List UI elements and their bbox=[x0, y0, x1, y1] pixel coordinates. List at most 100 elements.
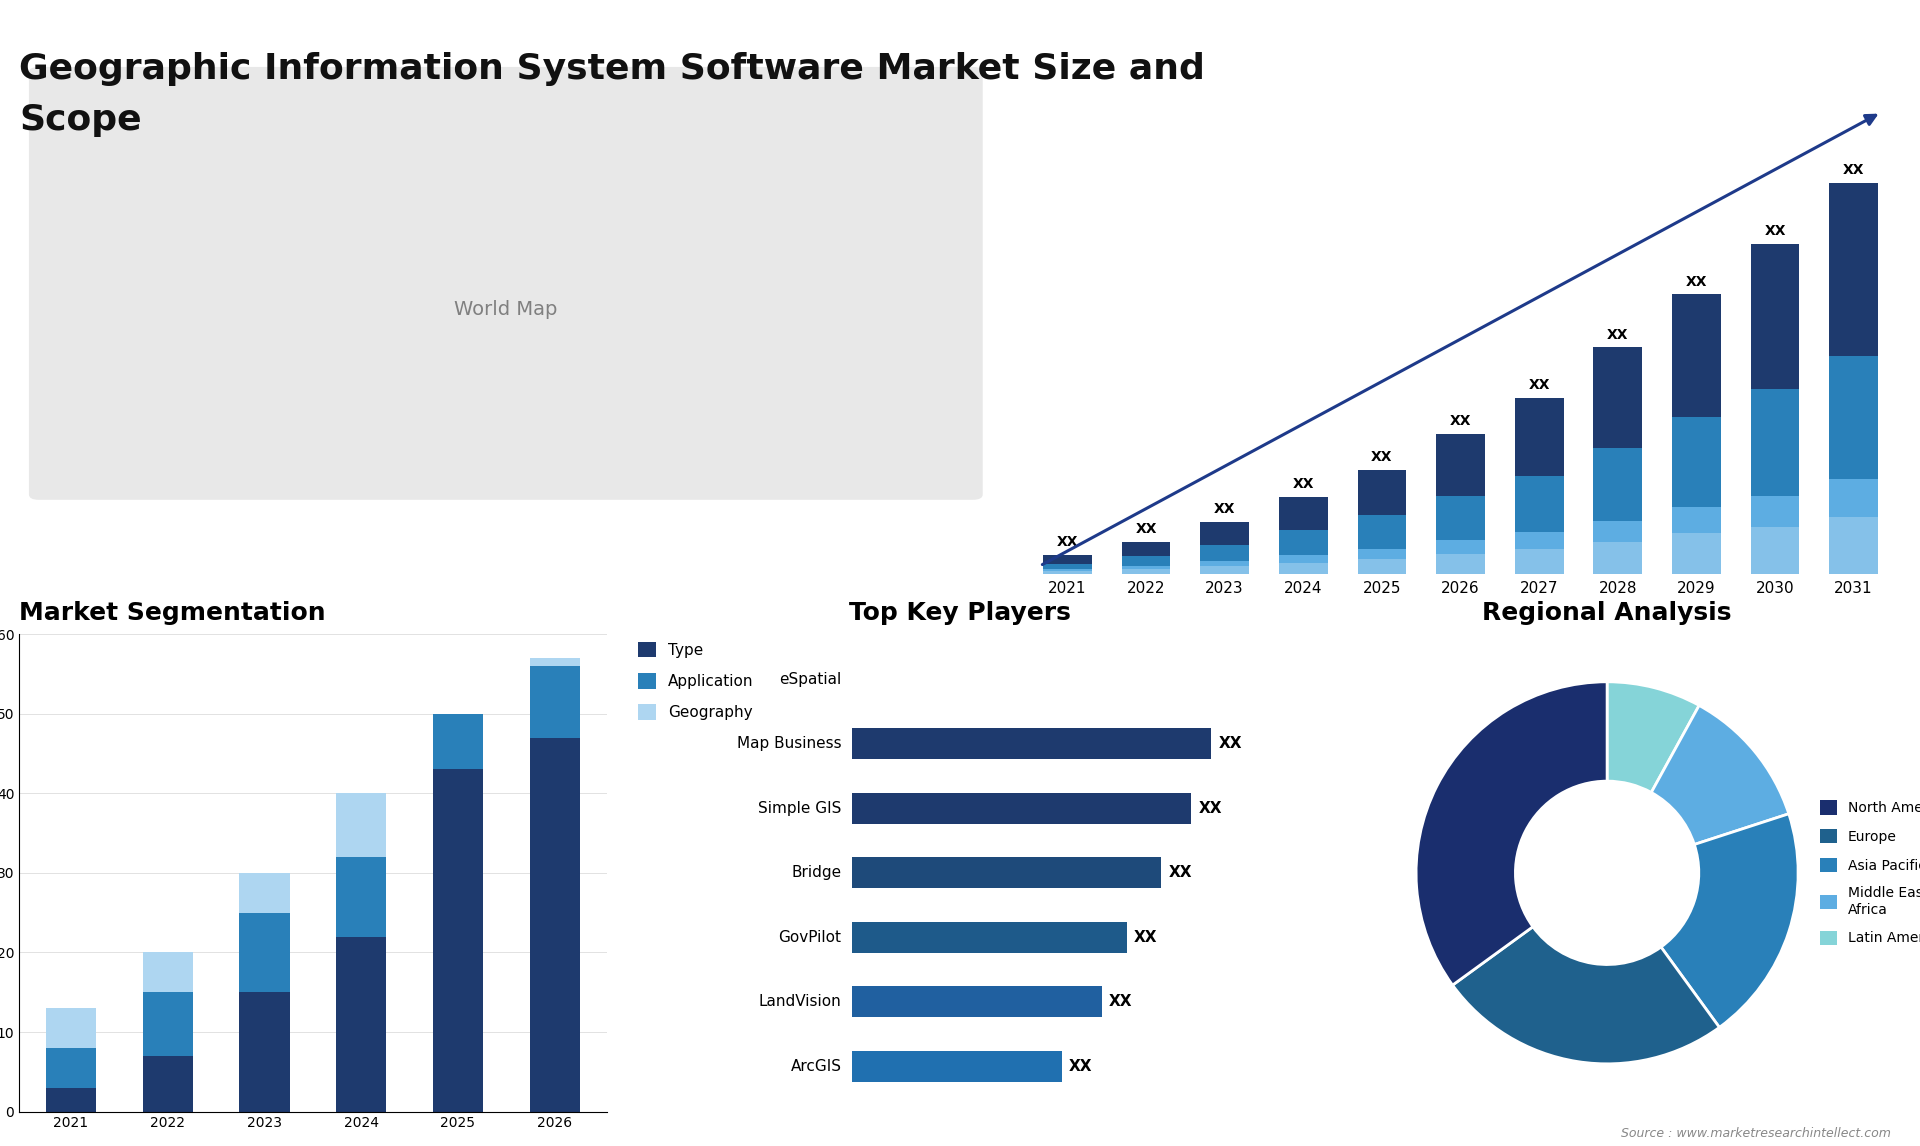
Text: XX: XX bbox=[1843, 163, 1864, 176]
Bar bbox=[1436, 540, 1484, 554]
Bar bbox=[1751, 244, 1799, 390]
Text: XX: XX bbox=[1213, 502, 1235, 517]
Bar bbox=[852, 921, 1127, 952]
Bar bbox=[1751, 495, 1799, 527]
Bar bbox=[530, 658, 580, 666]
Bar bbox=[1357, 470, 1405, 515]
Bar bbox=[1357, 515, 1405, 549]
Bar bbox=[1830, 356, 1878, 479]
Bar bbox=[1515, 549, 1563, 574]
Text: XX: XX bbox=[1069, 1059, 1092, 1074]
Legend: Type, Application, Geography: Type, Application, Geography bbox=[637, 642, 755, 720]
Bar bbox=[1121, 570, 1171, 574]
Wedge shape bbox=[1661, 814, 1799, 1027]
Bar bbox=[1672, 295, 1720, 417]
Bar bbox=[1121, 556, 1171, 566]
Bar bbox=[1515, 398, 1563, 476]
Bar bbox=[1279, 556, 1327, 563]
Bar bbox=[1672, 534, 1720, 574]
Text: Market Segmentation: Market Segmentation bbox=[19, 602, 326, 625]
Text: XX: XX bbox=[1371, 450, 1392, 464]
Title: Regional Analysis: Regional Analysis bbox=[1482, 602, 1732, 625]
Bar bbox=[1436, 554, 1484, 574]
Bar bbox=[852, 793, 1190, 824]
Bar bbox=[852, 987, 1102, 1018]
Text: XX: XX bbox=[1607, 328, 1628, 342]
Bar bbox=[1830, 479, 1878, 517]
Bar bbox=[530, 666, 580, 738]
Text: World Map: World Map bbox=[455, 300, 557, 320]
Bar bbox=[142, 992, 192, 1055]
Bar bbox=[1200, 544, 1250, 562]
Bar bbox=[1043, 571, 1092, 574]
Bar bbox=[336, 793, 386, 857]
Bar bbox=[46, 1008, 96, 1047]
Bar bbox=[1121, 566, 1171, 570]
Bar bbox=[1594, 347, 1642, 448]
Bar bbox=[1515, 532, 1563, 549]
Bar bbox=[142, 1055, 192, 1112]
Text: eSpatial: eSpatial bbox=[780, 672, 841, 686]
FancyBboxPatch shape bbox=[29, 66, 983, 500]
Bar bbox=[1594, 448, 1642, 520]
Bar bbox=[336, 857, 386, 936]
Bar bbox=[240, 912, 290, 992]
Bar bbox=[1830, 517, 1878, 574]
Bar bbox=[1594, 542, 1642, 574]
Bar bbox=[1043, 570, 1092, 571]
Bar bbox=[46, 1088, 96, 1112]
Text: XX: XX bbox=[1764, 225, 1786, 238]
Text: XX: XX bbox=[1198, 801, 1221, 816]
Text: GovPilot: GovPilot bbox=[778, 929, 841, 944]
Text: Map Business: Map Business bbox=[737, 736, 841, 752]
Bar bbox=[852, 1051, 1062, 1082]
Text: XX: XX bbox=[1219, 736, 1242, 752]
Bar bbox=[852, 857, 1162, 888]
Text: Bridge: Bridge bbox=[791, 865, 841, 880]
Bar bbox=[1672, 417, 1720, 507]
Bar bbox=[1043, 556, 1092, 564]
Bar bbox=[432, 769, 484, 1112]
Text: Geographic Information System Software Market Size and: Geographic Information System Software M… bbox=[19, 52, 1206, 86]
Bar bbox=[142, 952, 192, 992]
Bar bbox=[1751, 527, 1799, 574]
Wedge shape bbox=[1607, 682, 1699, 793]
Text: Source : www.marketresearchintellect.com: Source : www.marketresearchintellect.com bbox=[1620, 1128, 1891, 1140]
Wedge shape bbox=[1651, 706, 1789, 845]
Text: XX: XX bbox=[1056, 535, 1079, 549]
Text: XX: XX bbox=[1528, 378, 1549, 392]
Wedge shape bbox=[1417, 682, 1607, 986]
Bar bbox=[1594, 520, 1642, 542]
Bar bbox=[1200, 566, 1250, 574]
Bar bbox=[1279, 531, 1327, 556]
Legend: North America, Europe, Asia Pacific, Middle East &
Africa, Latin America: North America, Europe, Asia Pacific, Mid… bbox=[1814, 795, 1920, 951]
Text: XX: XX bbox=[1169, 865, 1192, 880]
Bar bbox=[1436, 495, 1484, 540]
Bar bbox=[1200, 523, 1250, 544]
Text: XX: XX bbox=[1135, 521, 1156, 536]
Bar bbox=[1357, 549, 1405, 558]
Bar bbox=[1043, 564, 1092, 570]
Bar bbox=[530, 738, 580, 1112]
Text: Simple GIS: Simple GIS bbox=[758, 801, 841, 816]
Text: LandVision: LandVision bbox=[758, 995, 841, 1010]
Bar bbox=[852, 728, 1212, 760]
Bar bbox=[240, 873, 290, 912]
Bar bbox=[1672, 507, 1720, 534]
Text: ArcGIS: ArcGIS bbox=[791, 1059, 841, 1074]
Bar bbox=[1357, 558, 1405, 574]
Wedge shape bbox=[1453, 927, 1720, 1063]
Bar bbox=[1279, 496, 1327, 531]
Text: XX: XX bbox=[1450, 414, 1471, 429]
Bar bbox=[1830, 182, 1878, 356]
Text: XX: XX bbox=[1292, 477, 1313, 490]
Bar bbox=[1121, 542, 1171, 556]
Text: Scope: Scope bbox=[19, 103, 142, 138]
Text: XX: XX bbox=[1108, 995, 1133, 1010]
Bar bbox=[1200, 562, 1250, 566]
Bar bbox=[46, 1047, 96, 1088]
Bar bbox=[336, 936, 386, 1112]
Bar bbox=[1436, 434, 1484, 495]
Bar bbox=[1751, 390, 1799, 495]
Text: XX: XX bbox=[1686, 275, 1707, 289]
